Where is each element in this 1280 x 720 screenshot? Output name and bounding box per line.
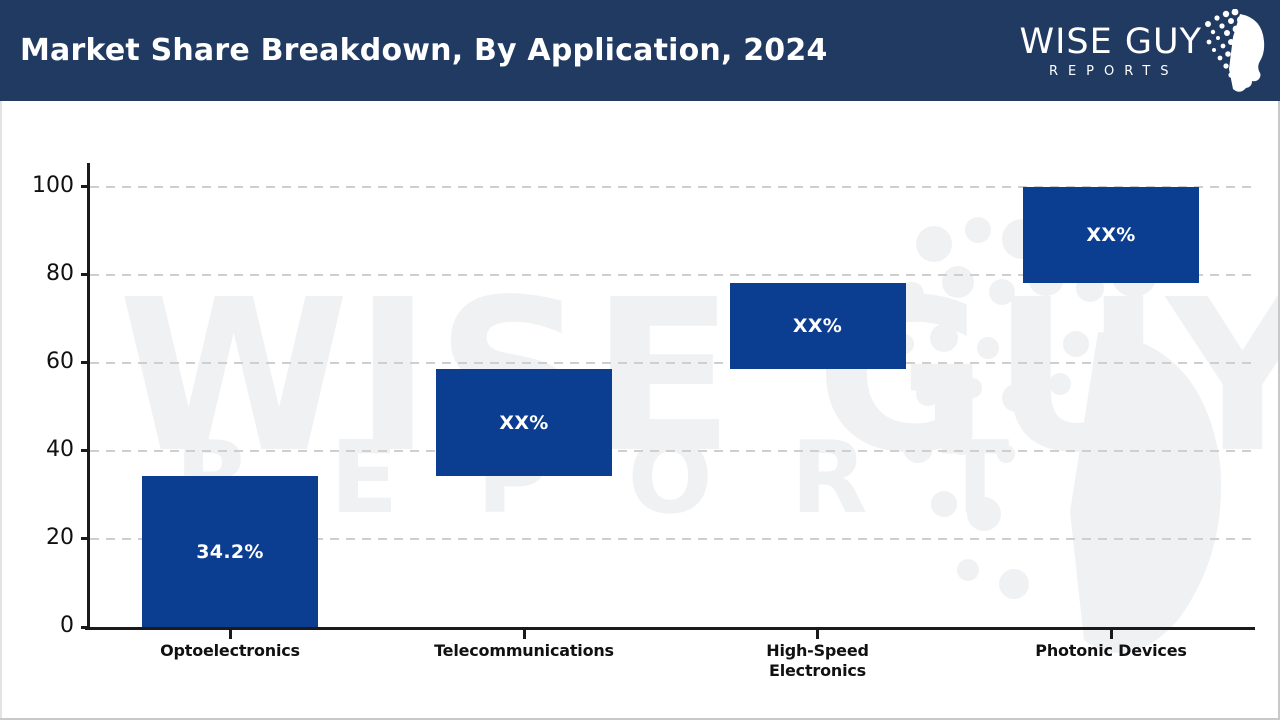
page-edge-left — [0, 101, 2, 720]
y-tick-label: 0 — [60, 613, 74, 638]
x-tick-label: Optoelectronics — [160, 641, 300, 660]
y-tick-mark — [81, 361, 90, 365]
y-tick-label: 20 — [46, 524, 74, 550]
gridline — [90, 273, 1255, 276]
x-tick-label: High-Speed Electronics — [766, 641, 869, 680]
x-tick-mark — [816, 630, 819, 639]
logo-text: WISE GUY REPORTS — [1019, 22, 1202, 79]
bar-telecommunications: XX% — [436, 369, 612, 477]
bar-value-label: XX% — [1086, 223, 1136, 246]
wiseguy-face-icon — [1205, 9, 1265, 92]
logo-wiseguy-label: WISE GUY — [1019, 22, 1202, 62]
bar-high-speed-electronics: XX% — [729, 282, 906, 370]
y-tick-label: 100 — [32, 172, 74, 198]
y-tick-label: 40 — [46, 436, 74, 462]
y-tick-label: 80 — [46, 260, 74, 286]
header-bar: Market Share Breakdown, By Application, … — [0, 0, 1280, 101]
y-tick-mark — [81, 449, 90, 453]
x-tick-mark — [1109, 630, 1113, 639]
x-axis-line — [85, 627, 1255, 630]
bar-value-label: XX% — [499, 411, 549, 434]
x-tick-label: Telecommunications — [434, 641, 614, 660]
y-tick-mark — [81, 273, 90, 277]
y-tick-label: 60 — [46, 348, 74, 374]
bar-optoelectronics: 34.2% — [142, 476, 318, 627]
gridline — [90, 537, 1255, 540]
page-edge-right — [1278, 101, 1280, 720]
gridline — [90, 449, 1255, 452]
chart-title: Market Share Breakdown, By Application, … — [20, 33, 828, 68]
logo-reports-label: REPORTS — [1048, 64, 1179, 79]
y-tick-mark — [81, 537, 90, 541]
y-axis-line — [87, 163, 90, 630]
gridline — [90, 361, 1255, 364]
y-tick-mark — [81, 185, 90, 188]
x-tick-mark — [228, 630, 232, 639]
bar-value-label: 34.2% — [196, 540, 264, 563]
gridline — [90, 185, 1255, 188]
page-edge-bottom — [0, 718, 1280, 720]
bar-photonic-devices: XX% — [1023, 186, 1199, 283]
x-tick-label: Photonic Devices — [1035, 641, 1187, 660]
wiseguy-logo: WISE GUY REPORTS — [1012, 4, 1272, 98]
x-tick-mark — [522, 630, 526, 639]
bar-value-label: XX% — [792, 315, 843, 338]
